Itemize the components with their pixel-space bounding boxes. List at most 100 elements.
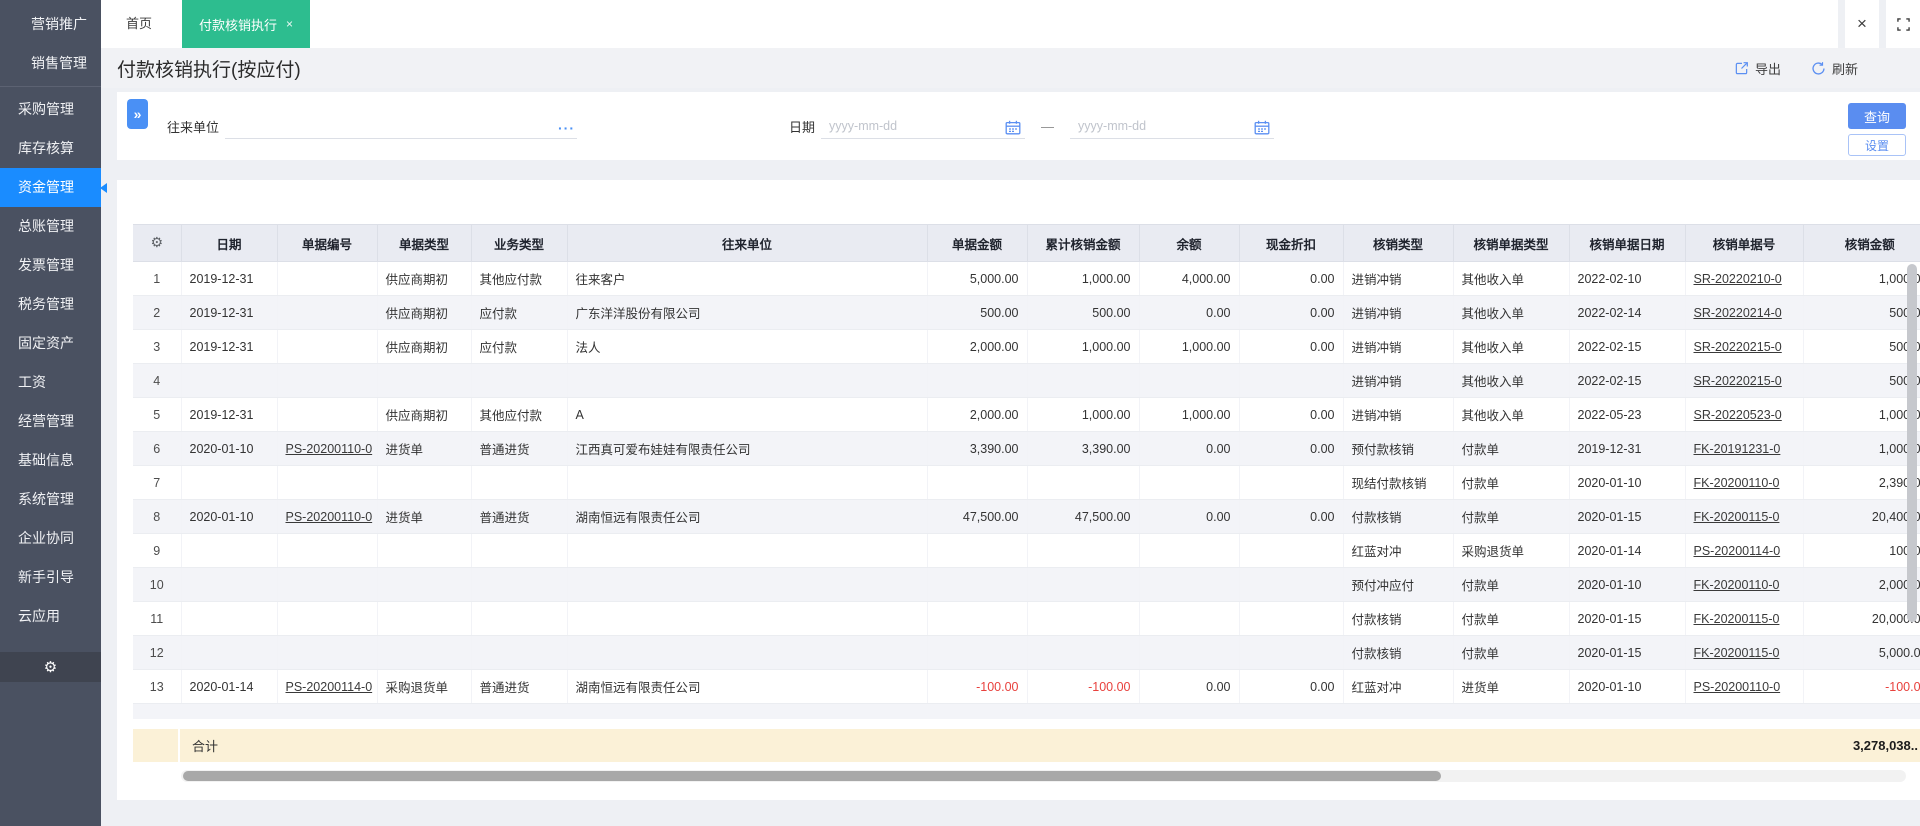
vertical-scrollbar-thumb[interactable] xyxy=(1907,264,1917,622)
table-cell: 采购退货单 xyxy=(1453,533,1570,568)
table-cell: 10 xyxy=(133,567,182,602)
table-cell: 20,400.00 xyxy=(1803,499,1920,534)
table-viewport: ⚙ 日期 单据编号 单据类型 业务类型 往来单位 单据金额 累计核销金额 余额 现金折扣 核销类型核… xyxy=(133,224,1920,719)
tab-close-icon[interactable]: × xyxy=(286,17,294,31)
sidebar-item[interactable]: 经营管理 xyxy=(18,413,74,429)
sidebar-item[interactable]: 基础信息 xyxy=(18,452,74,468)
sidebar-item[interactable]: 总账管理 xyxy=(18,218,74,234)
sidebar-item[interactable]: 库存核算 xyxy=(18,140,74,156)
table-cell: PS-20200110-0 xyxy=(277,431,378,466)
table-cell: 湖南恒远有限责任公司 xyxy=(567,669,928,704)
table-cell xyxy=(377,533,472,568)
sidebar-item[interactable]: 云应用 xyxy=(18,608,60,624)
table-cell xyxy=(1027,601,1140,636)
doc-link[interactable]: PS-20200114-0 xyxy=(1693,543,1781,558)
sidebar-item[interactable]: 固定资产 xyxy=(18,335,74,351)
doc-link[interactable]: FK-20200115-0 xyxy=(1693,645,1780,660)
table-cell: 3,390.00 xyxy=(927,431,1028,466)
more-ellipsis-button[interactable]: ··· xyxy=(558,120,576,136)
table-cell: 采购退货单 xyxy=(377,669,472,704)
page-title: 付款核销执行(按应付) xyxy=(117,59,301,81)
table-cell: 2019-12-31 xyxy=(1569,431,1686,466)
calendar-icon[interactable] xyxy=(1254,120,1270,135)
sidebar-item[interactable]: 新手引导 xyxy=(18,569,74,585)
doc-link[interactable]: FK-20200115-0 xyxy=(1693,509,1780,524)
sidebar-item[interactable]: 企业协同 xyxy=(18,530,74,546)
table-cell: PS-20200114-0 xyxy=(1685,533,1804,568)
doc-link[interactable]: SR-20220523-0 xyxy=(1693,407,1782,422)
column-header: 核销类型 xyxy=(1343,224,1454,262)
sidebar-item[interactable]: 资金管理 xyxy=(0,168,107,207)
table-cell: 江西真可爱布娃娃有限责任公司 xyxy=(567,431,928,466)
sidebar-item[interactable]: 采购管理 xyxy=(18,101,74,117)
column-settings-header[interactable]: ⚙ xyxy=(133,224,182,262)
doc-link[interactable]: FK-20200110-0 xyxy=(1693,577,1780,592)
sidebar-item[interactable]: 销售管理 xyxy=(31,55,87,71)
settings-button[interactable]: 设置 xyxy=(1848,134,1906,156)
sidebar-item[interactable]: 系统管理 xyxy=(18,491,74,507)
table-row[interactable]: 6 2020-01-10 PS-20200110-0 进货单 普通进货 江西真可爱布娃娃有… xyxy=(133,431,1920,466)
table-cell xyxy=(927,533,1028,568)
doc-link[interactable]: SR-20220215-0 xyxy=(1693,373,1782,388)
table-cell: 12 xyxy=(133,635,182,670)
table-cell: 2020-01-14 xyxy=(1569,533,1686,568)
table-cell: 应付款 xyxy=(471,329,568,364)
table-cell xyxy=(277,635,378,670)
date-from-input[interactable] xyxy=(821,113,1026,139)
sidebar-item[interactable]: 营销推广 xyxy=(31,16,87,32)
doc-link[interactable]: SR-20220210-0 xyxy=(1693,271,1782,286)
table-row[interactable]: 5 2019-12-31 供应商期初 其他应付款 A 2,000.00 1,000.00 1,… xyxy=(133,397,1920,432)
sidebar-item[interactable]: 发票管理 xyxy=(18,257,74,273)
date-to-input[interactable] xyxy=(1070,113,1275,139)
fullscreen-button[interactable] xyxy=(1886,0,1920,48)
totals-label: 合计 xyxy=(192,738,219,754)
table-cell: 1,000.00 xyxy=(1803,431,1920,466)
doc-link[interactable]: FK-20200115-0 xyxy=(1693,611,1780,626)
sidebar-item[interactable]: 税务管理 xyxy=(18,296,74,312)
doc-link[interactable]: SR-20220214-0 xyxy=(1693,305,1782,320)
sidebar-settings-button[interactable]: ⚙ xyxy=(0,652,101,682)
horizontal-scrollbar-track[interactable] xyxy=(181,769,1906,782)
refresh-button[interactable]: 刷新 xyxy=(1811,59,1858,78)
query-button[interactable]: 查询 xyxy=(1848,103,1906,129)
table-cell xyxy=(927,567,1028,602)
calendar-icon[interactable] xyxy=(1005,120,1021,135)
doc-link[interactable]: PS-20200110-0 xyxy=(1693,679,1781,694)
table-cell: 湖南恒远有限责任公司 xyxy=(567,499,928,534)
doc-link[interactable]: PS-20200110-0 xyxy=(285,509,373,524)
table-cell xyxy=(1139,465,1240,500)
horizontal-scrollbar-thumb[interactable] xyxy=(183,770,1441,781)
chevrons-right-icon: » xyxy=(133,106,142,122)
table-cell: 2020-01-15 xyxy=(1569,601,1686,636)
sidebar-item[interactable]: 工资 xyxy=(18,374,46,390)
tab-payment-writeoff[interactable]: 付款核销执行 × xyxy=(182,0,311,48)
table-cell xyxy=(1239,567,1344,602)
tab-bar: 首页 付款核销执行 × × xyxy=(101,0,1920,48)
table-row[interactable]: 8 2020-01-10 PS-20200110-0 进货单 普通进货 湖南恒远有限责任公… xyxy=(133,499,1920,534)
date-range-separator: — xyxy=(1041,118,1055,134)
doc-link[interactable]: PS-20200110-0 xyxy=(285,441,373,456)
column-gear-icon[interactable]: ⚙ xyxy=(150,235,164,251)
table-row[interactable]: 3 2019-12-31 供应商期初 应付款 法人 2,000.00 1,000.00 1,0… xyxy=(133,329,1920,364)
doc-link[interactable]: FK-20191231-0 xyxy=(1693,441,1781,456)
tab-home[interactable]: 首页 xyxy=(126,16,153,31)
table-cell xyxy=(277,601,378,636)
collapse-filter-button[interactable]: » xyxy=(127,99,148,129)
doc-link[interactable]: FK-20200110-0 xyxy=(1693,475,1780,490)
doc-link[interactable]: PS-20200114-0 xyxy=(285,679,373,694)
table-row[interactable]: 1 2019-12-31 供应商期初 其他应付款 往来客户 5,000.00 1,000.0… xyxy=(133,261,1920,296)
table-row[interactable]: 2 2019-12-31 供应商期初 应付款 广东洋洋股份有限公司 500.00 500.0… xyxy=(133,295,1920,330)
export-button[interactable]: 导出 xyxy=(1734,59,1781,78)
doc-link[interactable]: SR-20220215-0 xyxy=(1693,339,1782,354)
partner-input[interactable] xyxy=(225,113,578,139)
table-cell: 其他收入单 xyxy=(1453,397,1570,432)
close-all-button[interactable]: × xyxy=(1845,0,1879,48)
table-cell: 付款核销 xyxy=(1343,601,1454,636)
table-row[interactable]: 13 2020-01-14 PS-20200114-0 采购退货单 普通进货 湖南恒远有限… xyxy=(133,669,1920,704)
